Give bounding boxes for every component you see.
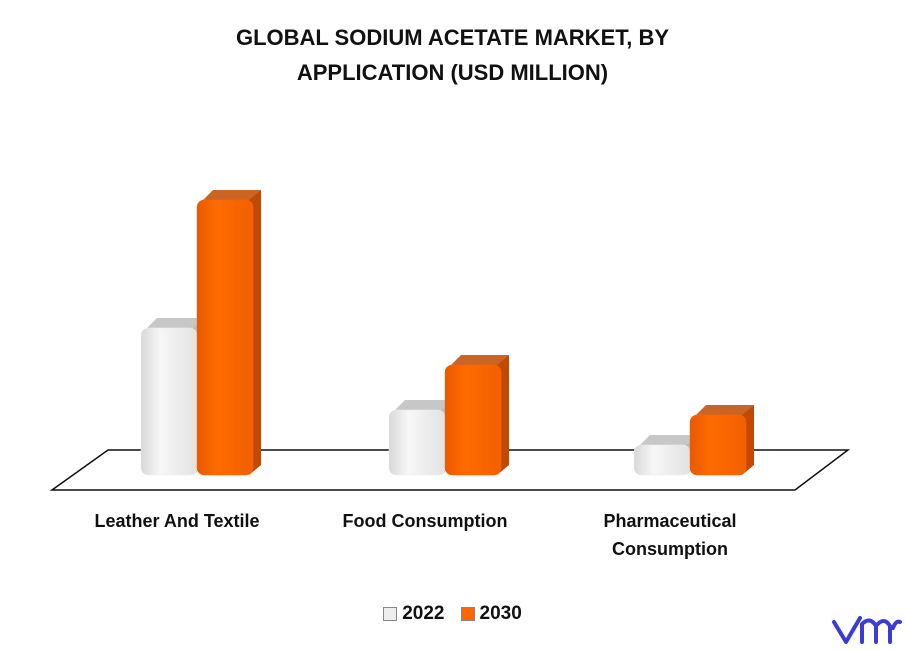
bar-top [145,318,205,330]
legend-label: 2022 [402,603,445,624]
title-text: GLOBAL SODIUM ACETATE MARKET, BY APPLICA… [235,25,670,85]
legend-item: 2030 [460,603,522,625]
bar [388,409,446,476]
bar-top [638,435,698,447]
x-tick-label: Food Consumption [342,511,508,531]
bar-top [201,190,261,202]
legend: 2022 2030 [0,603,905,625]
legend-label: 2030 [479,603,522,624]
bar-top [694,405,754,417]
chart-title: GLOBAL SODIUM ACETATE MARKET, BY APPLICA… [0,20,905,90]
legend-item: 2022 [383,603,445,625]
legend-swatch [460,607,475,621]
bar [689,414,747,476]
logo [832,616,902,644]
bar [196,199,254,476]
bar [633,444,691,476]
x-tick-label: Leather And Textile [94,511,260,531]
bar [140,327,198,476]
bar-top [449,355,509,367]
bar-top [393,400,453,412]
bars [140,190,754,476]
x-tick-label: Pharmaceutical Consumption [603,511,737,559]
legend-swatch [383,607,398,621]
bar [444,364,502,476]
